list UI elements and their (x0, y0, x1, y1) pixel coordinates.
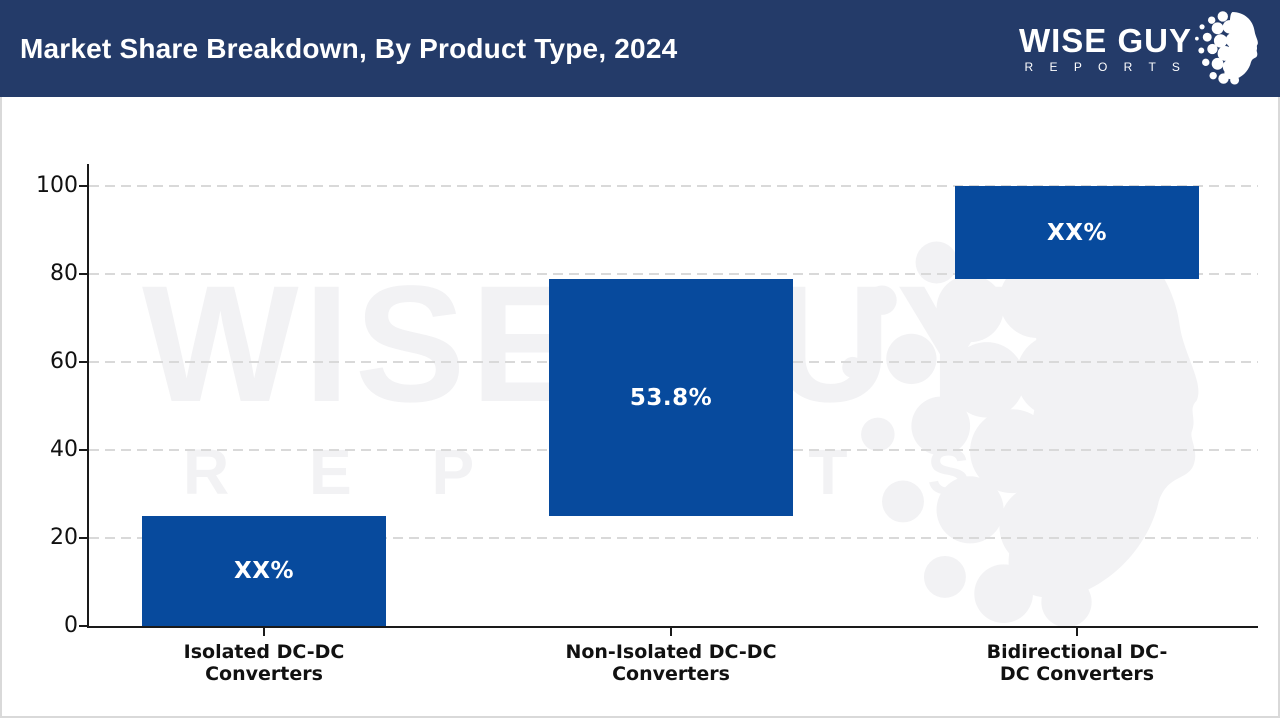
y-tick-mark-80 (79, 273, 87, 275)
x-axis-line (87, 626, 1258, 628)
brand-logo: WISE GUY R E P O R T S (1019, 10, 1262, 88)
page-title: Market Share Breakdown, By Product Type,… (20, 32, 678, 64)
bar-value-label-1: XX% (233, 558, 294, 584)
y-tick-label-60: 60 (50, 349, 78, 374)
category-label-3-line-1: Bidirectional DC- (986, 641, 1168, 663)
bar-value-label-3: XX% (1046, 219, 1107, 246)
category-label-2: Non-Isolated DC-DC Converters (501, 641, 841, 685)
category-label-3-line-2: DC Converters (999, 663, 1155, 685)
gridline-80 (89, 273, 1258, 275)
bar-segment-2: 53.8% (549, 279, 793, 516)
y-tick-mark-40 (79, 449, 87, 451)
x-tick-mark-2 (670, 628, 672, 636)
category-label-3: Bidirectional DC- DC Converters (907, 641, 1247, 685)
category-label-2-line-1: Non-Isolated DC-DC (565, 641, 777, 663)
category-label-1-line-1: Isolated DC-DC (183, 641, 345, 663)
wiseguy-head-icon (1195, 10, 1258, 85)
page-border-bottom (0, 716, 1280, 718)
category-label-2-line-2: Converters (612, 663, 730, 685)
page-border-right (1278, 97, 1280, 718)
gridline-20 (89, 537, 1258, 539)
y-tick-mark-20 (79, 537, 87, 539)
header-band: Market Share Breakdown, By Product Type,… (0, 0, 1280, 97)
y-tick-label-80: 80 (50, 261, 78, 286)
bar-value-label-2: 53.8% (629, 384, 713, 411)
brand-name: WISE GUY (1018, 21, 1192, 59)
y-tick-label-0: 0 (64, 613, 78, 638)
y-tick-label-100: 100 (36, 173, 78, 198)
y-axis-line (87, 164, 89, 628)
x-tick-mark-1 (263, 628, 265, 636)
y-tick-mark-0 (79, 625, 87, 627)
gridline-100 (89, 185, 1258, 187)
page-border-left (0, 97, 2, 718)
y-tick-mark-60 (79, 361, 87, 363)
y-tick-label-20: 20 (50, 525, 78, 550)
brand-subtitle: R E P O R T S (1024, 59, 1187, 74)
bar-segment-3: XX% (955, 186, 1199, 280)
category-label-1: Isolated DC-DC Converters (94, 641, 434, 685)
y-tick-mark-100 (79, 185, 87, 187)
y-tick-label-40: 40 (50, 437, 78, 462)
bar-segment-1: XX% (142, 516, 386, 626)
x-tick-mark-3 (1076, 628, 1078, 636)
brand-text: WISE GUY R E P O R T S (1019, 24, 1192, 74)
category-label-1-line-2: Converters (205, 663, 323, 685)
